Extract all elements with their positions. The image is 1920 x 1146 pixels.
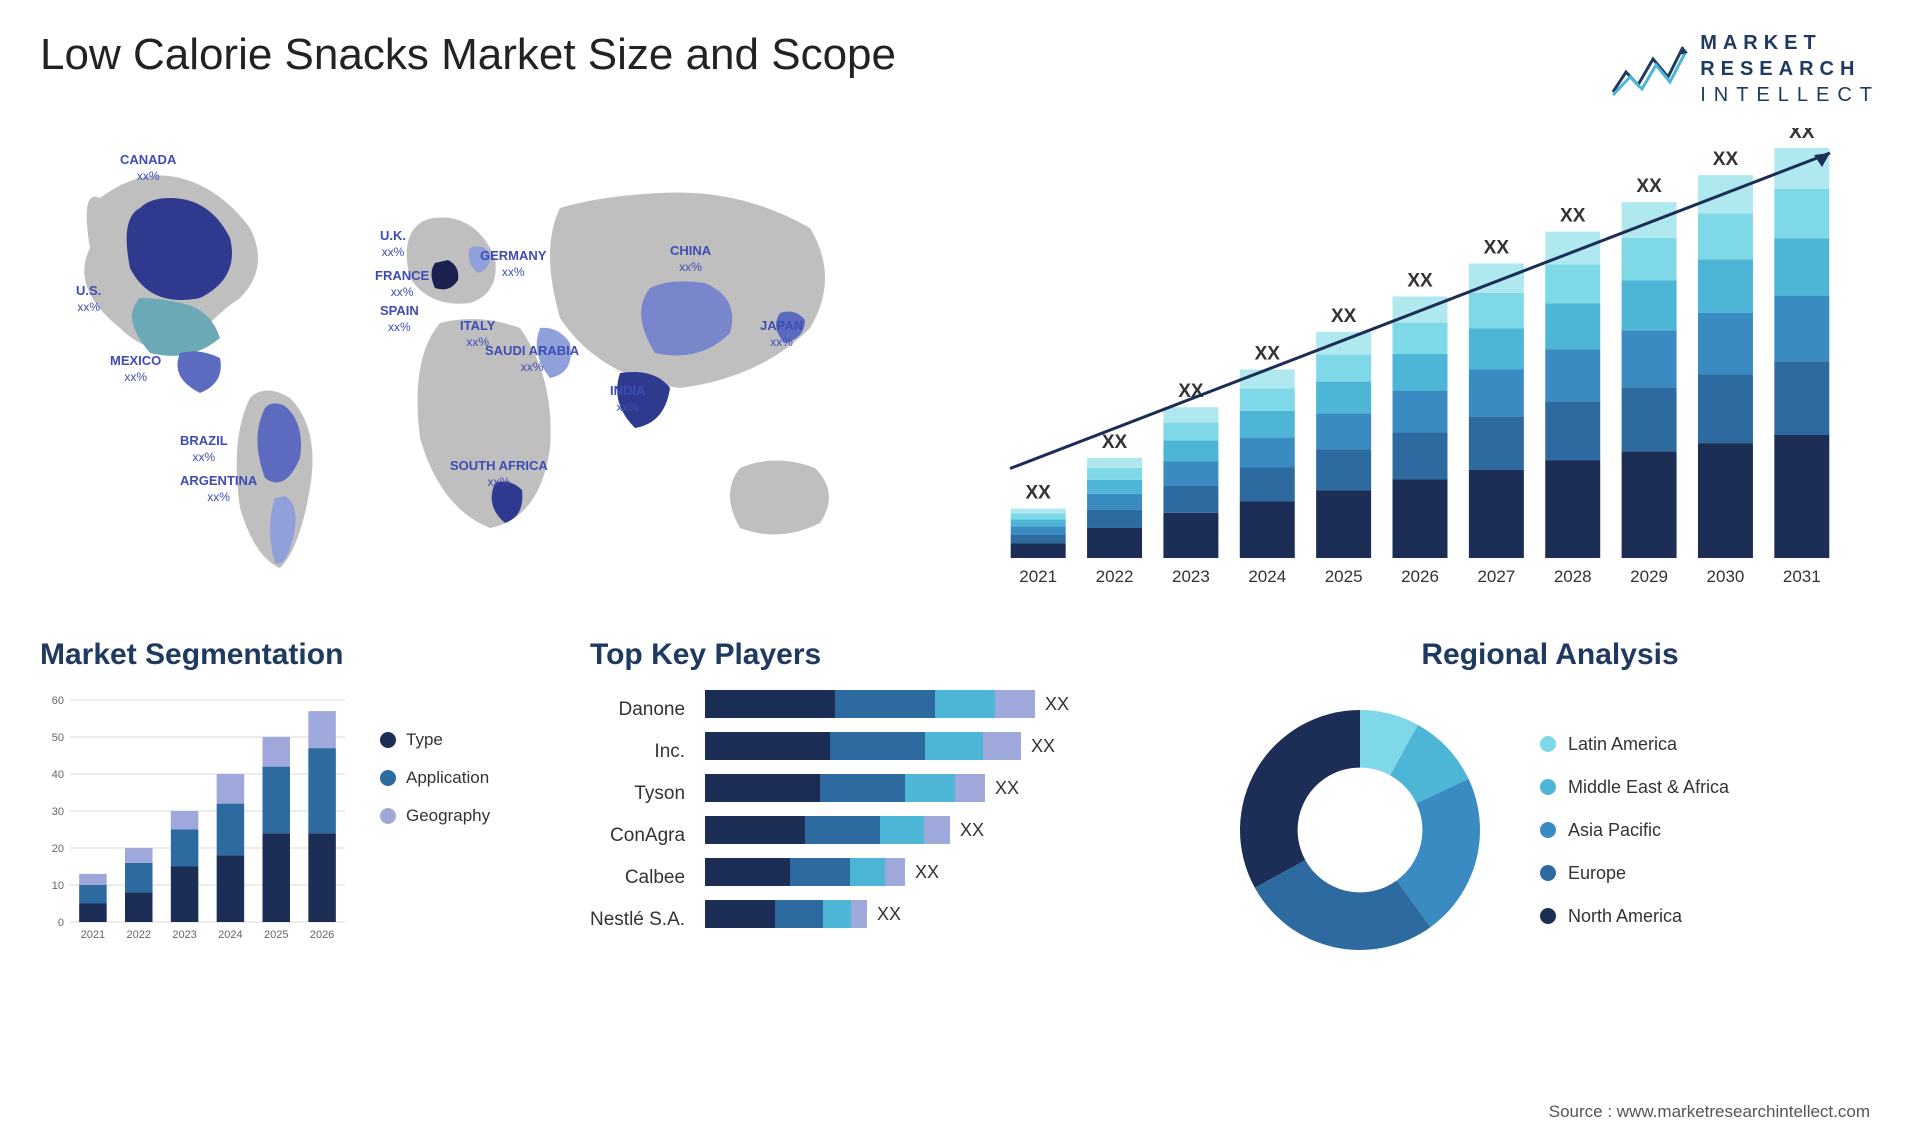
segmentation-title: Market Segmentation (40, 638, 560, 672)
player-name: Tyson (590, 780, 685, 808)
region-legend-item: Asia Pacific (1540, 820, 1729, 841)
svg-text:2030: 2030 (1707, 567, 1745, 586)
player-value: XX (1045, 694, 1069, 715)
map-label-germany: GERMANYxx% (480, 248, 546, 279)
region-legend-item: Latin America (1540, 734, 1729, 755)
map-label-japan: JAPANxx% (760, 318, 803, 349)
svg-text:2022: 2022 (1096, 567, 1134, 586)
logo-line2: RESEARCH (1700, 56, 1880, 82)
svg-text:30: 30 (52, 806, 64, 818)
seg-legend-geography: Geography (380, 806, 490, 826)
svg-text:10: 10 (52, 880, 64, 892)
map-label-southafrica: SOUTH AFRICAxx% (450, 458, 548, 489)
svg-text:XX: XX (1102, 432, 1128, 453)
svg-text:2025: 2025 (264, 929, 288, 941)
player-row: XX (705, 732, 1069, 760)
player-name: Danone (590, 696, 685, 724)
svg-text:2024: 2024 (218, 929, 242, 941)
svg-text:50: 50 (52, 732, 64, 744)
regional-panel: Regional Analysis Latin America Middle Ea… (1220, 638, 1880, 970)
svg-text:XX: XX (1407, 270, 1433, 291)
map-label-spain: SPAINxx% (380, 303, 419, 334)
regional-legend: Latin America Middle East & Africa Asia Pa… (1540, 734, 1729, 927)
svg-text:2028: 2028 (1554, 567, 1592, 586)
region-legend-item: Middle East & Africa (1540, 777, 1729, 798)
svg-text:2026: 2026 (1401, 567, 1439, 586)
segmentation-panel: Market Segmentation 0 10 20 30 40 50 60 2021 202… (40, 638, 560, 970)
svg-text:XX: XX (1331, 306, 1357, 327)
svg-text:2023: 2023 (1172, 567, 1210, 586)
player-row: XX (705, 690, 1069, 718)
map-label-saudiarabia: SAUDI ARABIAxx% (485, 343, 579, 374)
player-value: XX (915, 862, 939, 883)
svg-text:2026: 2026 (310, 929, 334, 941)
player-name: Nestlé S.A. (590, 906, 685, 934)
svg-text:XX: XX (1026, 483, 1052, 504)
svg-text:2029: 2029 (1630, 567, 1668, 586)
map-label-china: CHINAxx% (670, 243, 711, 274)
world-map-chart: CANADAxx% U.S.xx% MEXICOxx% BRAZILxx% ARGENT… (40, 128, 940, 608)
player-row: XX (705, 816, 1069, 844)
regional-donut-svg (1220, 690, 1500, 970)
svg-text:2021: 2021 (1019, 567, 1057, 586)
logo-line1: MARKET (1700, 30, 1880, 56)
svg-text:XX: XX (1789, 128, 1815, 143)
growth-bar-chart: XX 2021 XX 2022 XX 2023 XX 2024 XX 2025 XX 2026 XX 20… (980, 128, 1880, 608)
svg-text:20: 20 (52, 843, 64, 855)
player-name: Calbee (590, 864, 685, 892)
player-row: XX (705, 900, 1069, 928)
regional-title: Regional Analysis (1220, 638, 1880, 672)
svg-text:0: 0 (58, 917, 64, 929)
svg-text:XX: XX (1713, 149, 1739, 170)
map-label-canada: CANADAxx% (120, 152, 176, 183)
map-label-india: INDIAxx% (610, 383, 645, 414)
player-name: Inc. (590, 738, 685, 766)
page-title: Low Calorie Snacks Market Size and Scope (40, 30, 896, 80)
seg-legend-application: Application (380, 768, 490, 788)
segmentation-legend: Type Application Geography (380, 690, 490, 950)
svg-text:2022: 2022 (127, 929, 151, 941)
svg-text:60: 60 (52, 695, 64, 707)
player-value: XX (1031, 736, 1055, 757)
svg-text:2027: 2027 (1477, 567, 1515, 586)
map-label-uk: U.K.xx% (380, 228, 406, 259)
player-value: XX (877, 904, 901, 925)
svg-text:XX: XX (1255, 343, 1281, 364)
logo-line3: INTELLECT (1700, 82, 1880, 108)
player-row: XX (705, 858, 1069, 886)
growth-chart-svg: XX 2021 XX 2022 XX 2023 XX 2024 XX 2025 XX 2026 XX 20… (980, 128, 1860, 608)
player-name: ConAgra (590, 822, 685, 850)
region-legend-item: North America (1540, 906, 1729, 927)
seg-legend-type: Type (380, 730, 490, 750)
players-panel: Top Key Players Danone Inc. Tyson ConAgra Ca… (590, 638, 1190, 970)
svg-text:XX: XX (1560, 206, 1586, 227)
map-label-us: U.S.xx% (76, 283, 101, 314)
regional-donut-wrap (1220, 690, 1500, 970)
svg-text:2021: 2021 (81, 929, 105, 941)
logo-icon (1608, 37, 1688, 101)
source-attribution: Source : www.marketresearchintellect.com (1549, 1102, 1870, 1122)
map-label-mexico: MEXICOxx% (110, 353, 161, 384)
map-label-france: FRANCExx% (375, 268, 429, 299)
svg-text:2024: 2024 (1248, 567, 1286, 586)
player-row: XX (705, 774, 1069, 802)
player-bars: XX XX XX XX XX XX (705, 690, 1069, 934)
map-label-brazil: BRAZILxx% (180, 433, 228, 464)
svg-text:2025: 2025 (1325, 567, 1363, 586)
players-title: Top Key Players (590, 638, 1190, 672)
svg-text:40: 40 (52, 769, 64, 781)
player-labels: Danone Inc. Tyson ConAgra Calbee Nestlé S.A. (590, 690, 685, 934)
segmentation-chart-svg: 0 10 20 30 40 50 60 2021 2022 2023 2024 2025 2026 (40, 690, 350, 950)
svg-text:2031: 2031 (1783, 567, 1821, 586)
brand-logo: MARKET RESEARCH INTELLECT (1608, 30, 1880, 108)
player-value: XX (960, 820, 984, 841)
svg-text:XX: XX (1484, 237, 1510, 258)
map-label-argentina: ARGENTINAxx% (180, 473, 257, 504)
svg-text:2023: 2023 (172, 929, 196, 941)
player-value: XX (995, 778, 1019, 799)
svg-text:XX: XX (1636, 176, 1662, 197)
region-legend-item: Europe (1540, 863, 1729, 884)
